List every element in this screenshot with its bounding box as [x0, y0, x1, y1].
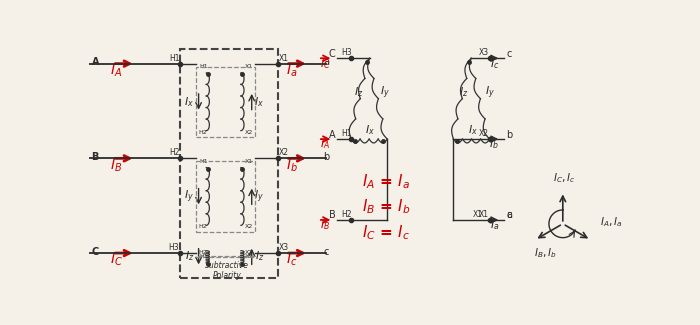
- Text: $I_A$: $I_A$: [110, 62, 122, 79]
- Text: $I_y$: $I_y$: [485, 84, 495, 101]
- Text: H1: H1: [169, 54, 179, 62]
- Text: X1: X1: [244, 159, 253, 164]
- Text: $I_C$ = $I_c$: $I_C$ = $I_c$: [362, 223, 410, 241]
- Text: $I_x$: $I_x$: [365, 123, 374, 137]
- Text: H2: H2: [199, 250, 208, 255]
- Text: $I_y$: $I_y$: [254, 188, 265, 205]
- Text: c: c: [507, 49, 512, 59]
- Text: $I_B$: $I_B$: [320, 218, 330, 232]
- Text: C: C: [92, 247, 99, 256]
- Text: c: c: [323, 247, 329, 256]
- Text: $I_b$: $I_b$: [286, 157, 298, 174]
- Text: X1: X1: [244, 254, 253, 259]
- Text: a: a: [507, 210, 512, 220]
- Text: $I_B$: $I_B$: [110, 157, 122, 174]
- Text: $I_z$: $I_z$: [459, 85, 468, 98]
- Text: $I_x$: $I_x$: [255, 95, 265, 109]
- Text: $I_x$: $I_x$: [184, 95, 195, 109]
- Text: $I_y$: $I_y$: [184, 188, 195, 205]
- Text: $I_A, I_a$: $I_A, I_a$: [600, 215, 622, 229]
- Text: B: B: [92, 152, 99, 162]
- Text: X1: X1: [473, 210, 483, 219]
- Text: $I_C$: $I_C$: [319, 57, 330, 71]
- Text: $I_z$: $I_z$: [354, 85, 363, 98]
- Text: Subtractive
Polarity: Subtractive Polarity: [204, 261, 248, 280]
- Text: H2: H2: [341, 210, 351, 219]
- Text: X2: X2: [244, 250, 253, 255]
- Bar: [180, 49, 278, 279]
- Bar: [195, 256, 255, 257]
- Bar: [195, 67, 255, 137]
- Text: H2: H2: [199, 130, 208, 135]
- Text: a: a: [323, 57, 329, 67]
- Text: H2: H2: [169, 148, 179, 157]
- Text: X2: X2: [244, 130, 253, 135]
- Text: $I_c$: $I_c$: [286, 252, 297, 268]
- Text: $I_x$: $I_x$: [468, 123, 478, 137]
- Text: $I_A$: $I_A$: [320, 137, 330, 151]
- Text: b: b: [323, 152, 330, 162]
- Text: $I_z$: $I_z$: [185, 250, 194, 264]
- Text: X2: X2: [279, 148, 288, 157]
- Text: X1: X1: [479, 210, 489, 219]
- Text: A: A: [92, 57, 99, 67]
- Text: $I_b$: $I_b$: [489, 137, 499, 151]
- Text: b: b: [507, 130, 513, 139]
- Text: X2: X2: [244, 225, 253, 229]
- Text: $I_B, I_b$: $I_B, I_b$: [533, 246, 556, 260]
- Text: X3: X3: [479, 48, 489, 57]
- Text: X1: X1: [244, 64, 253, 69]
- Text: H2: H2: [199, 225, 208, 229]
- Text: $I_C$: $I_C$: [110, 252, 122, 268]
- Text: C: C: [329, 49, 336, 59]
- Text: B: B: [329, 210, 336, 220]
- Text: A: A: [329, 130, 336, 139]
- Text: c: c: [507, 210, 512, 220]
- Text: X2: X2: [479, 129, 489, 138]
- Text: H1: H1: [341, 129, 351, 138]
- Bar: [195, 162, 255, 231]
- Text: $I_C, I_c$: $I_C, I_c$: [553, 172, 575, 185]
- Text: X1: X1: [279, 54, 288, 62]
- Text: $I_y$: $I_y$: [380, 84, 390, 101]
- Text: $I_B$ = $I_b$: $I_B$ = $I_b$: [361, 198, 410, 216]
- Text: H3: H3: [169, 243, 179, 252]
- Text: X3: X3: [279, 243, 289, 252]
- Text: $I_a$: $I_a$: [489, 218, 499, 232]
- Text: H1: H1: [199, 159, 207, 164]
- Text: H3: H3: [341, 48, 351, 57]
- Text: $I_z$: $I_z$: [255, 250, 264, 264]
- Text: H1: H1: [199, 254, 207, 259]
- Text: $I_a$: $I_a$: [286, 62, 297, 79]
- Text: $I_c$: $I_c$: [489, 57, 499, 71]
- Text: $I_A$ = $I_a$: $I_A$ = $I_a$: [362, 172, 410, 191]
- Text: H1: H1: [199, 64, 207, 69]
